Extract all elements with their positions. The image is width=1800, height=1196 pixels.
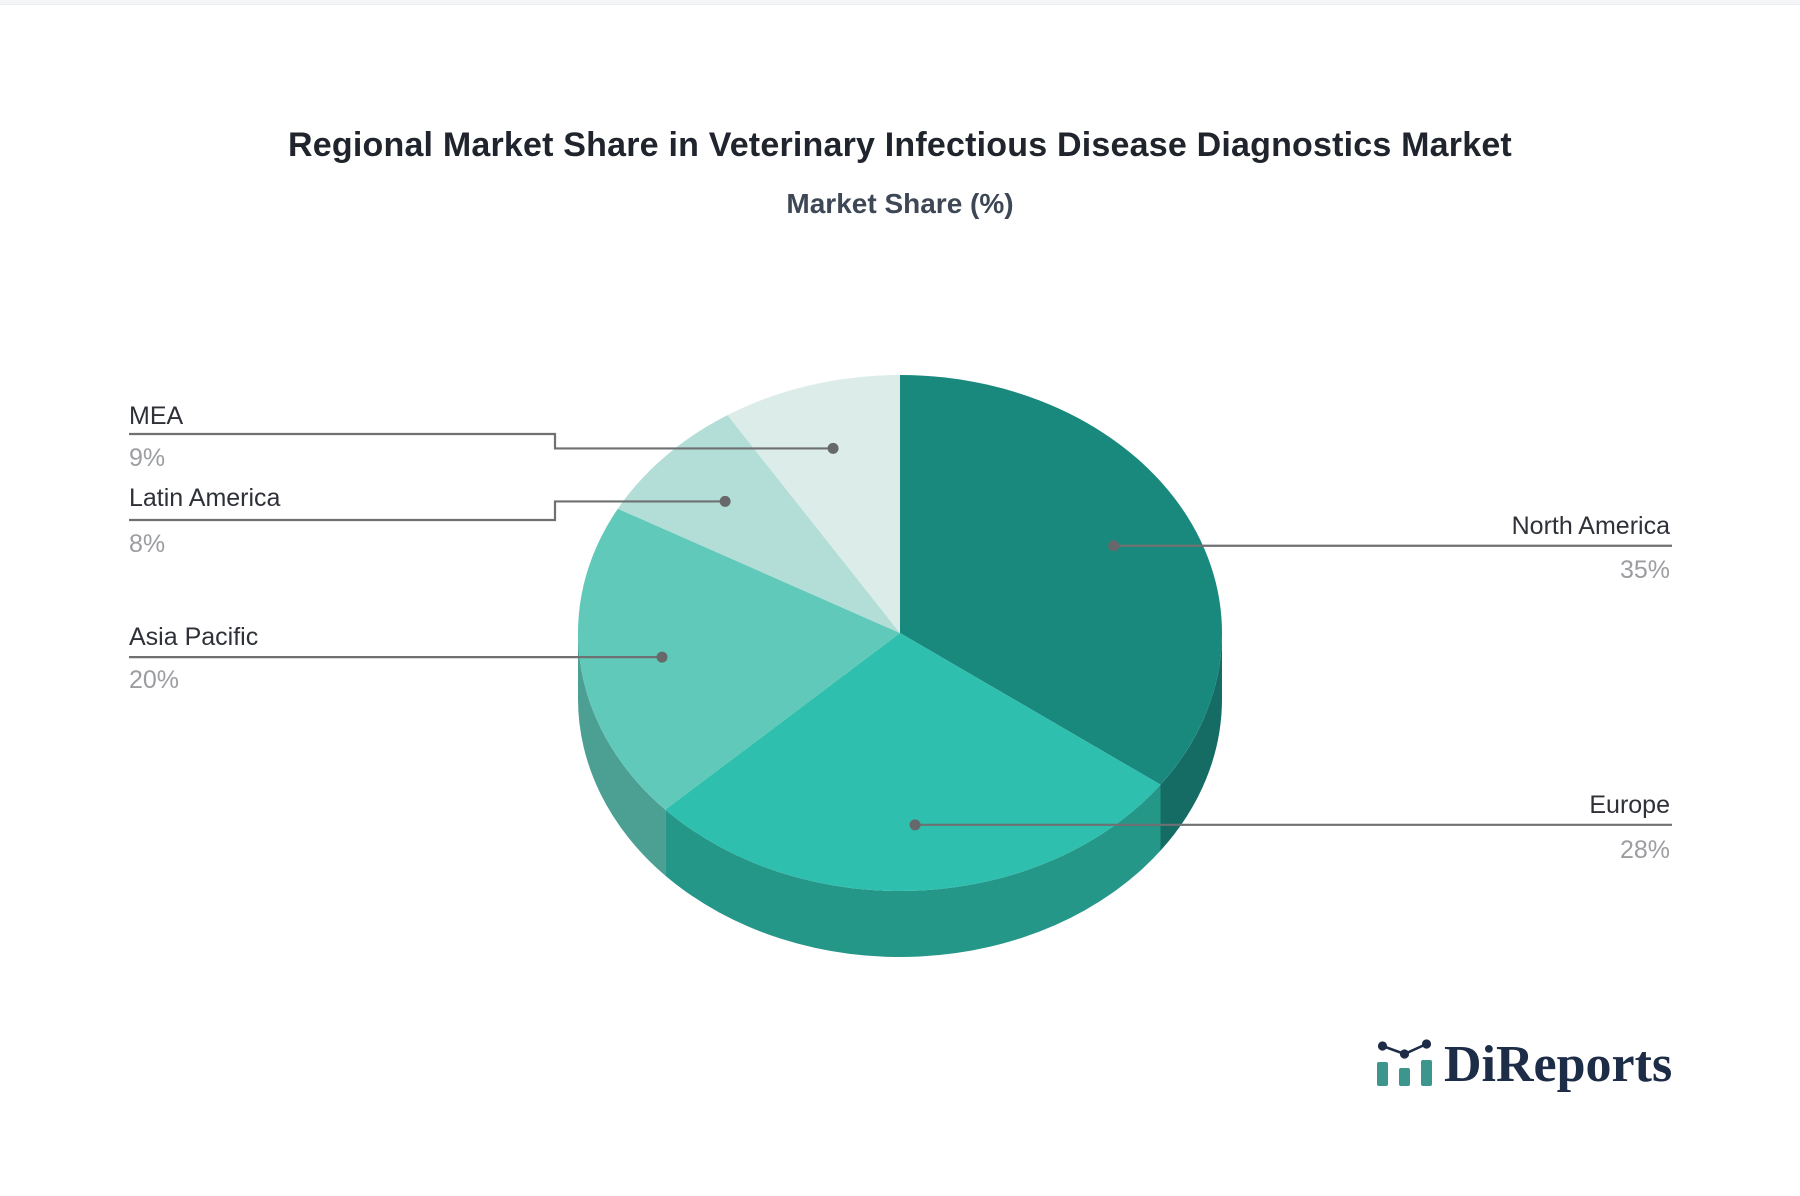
- callout-dot-north-america: [1108, 540, 1120, 552]
- direports-logo: DiReports: [1374, 1036, 1672, 1094]
- label-latin-america: Latin America: [129, 484, 281, 512]
- pie-slice-asia-pacific[interactable]: [578, 508, 900, 810]
- pie-slice-north-america[interactable]: [900, 375, 1222, 785]
- pie-side-north-america: [1160, 633, 1222, 851]
- value-north-america: 35%: [1619, 556, 1670, 584]
- callout-dot-europe: [909, 819, 921, 831]
- direports-logo-text: DiReports: [1444, 1036, 1673, 1093]
- label-asia-pacific: Asia Pacific: [129, 623, 259, 651]
- label-north-america: North America: [1511, 512, 1670, 540]
- value-mea: 9%: [129, 444, 166, 472]
- label-mea: MEA: [129, 402, 184, 430]
- direports-logo-icon: [1377, 1039, 1432, 1086]
- pie-side-asia-pacific: [578, 633, 666, 876]
- callout-line-latin-america: [129, 500, 726, 522]
- callout-dot-mea: [827, 442, 839, 454]
- pie-slice-europe[interactable]: [665, 633, 1161, 891]
- value-europe: 28%: [1619, 836, 1670, 864]
- value-latin-america: 8%: [129, 530, 166, 558]
- callout-dot-latin-america: [719, 495, 731, 507]
- pie-slice-latin-america[interactable]: [617, 415, 900, 633]
- chart-subtitle: Market Share (%): [786, 188, 1014, 219]
- value-asia-pacific: 20%: [129, 666, 180, 694]
- pie-side-europe: [665, 784, 1161, 957]
- pie-slice-mea[interactable]: [727, 375, 900, 633]
- label-europe: Europe: [1589, 791, 1670, 819]
- chart-title: Regional Market Share in Veterinary Infe…: [288, 126, 1512, 164]
- top-strip: [0, 0, 1800, 5]
- callout-line-mea: [129, 432, 834, 450]
- callout-dot-asia-pacific: [656, 651, 668, 663]
